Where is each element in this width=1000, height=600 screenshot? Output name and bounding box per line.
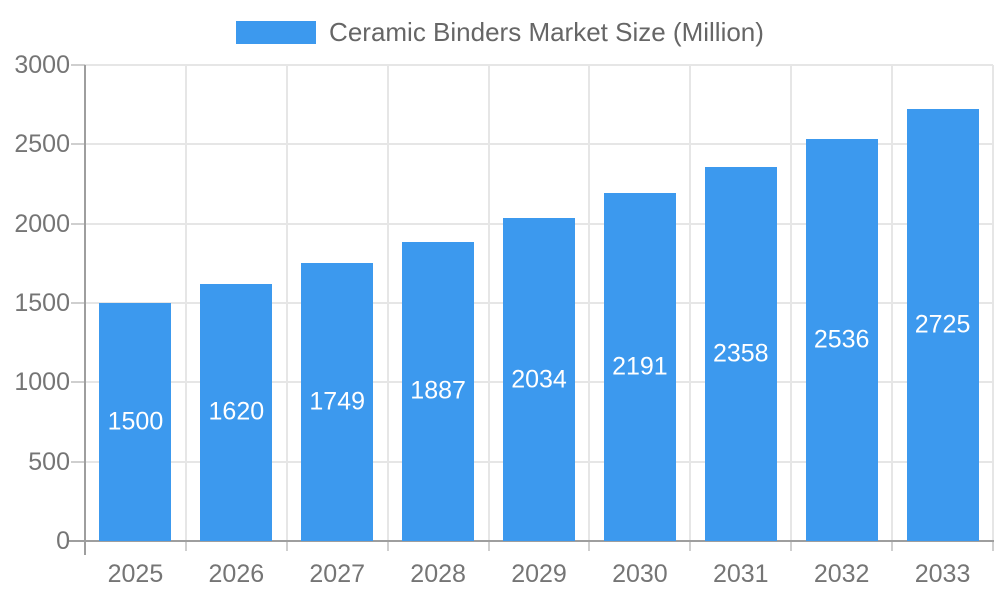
x-tick-label: 2030 — [612, 560, 668, 588]
x-tick-label: 2028 — [410, 560, 466, 588]
bar-value-label: 2191 — [612, 352, 668, 381]
x-axis-line — [68, 540, 994, 542]
x-axis-tick — [84, 541, 86, 555]
bar-value-label: 1887 — [410, 376, 466, 405]
x-axis-tick — [992, 541, 994, 551]
bar — [805, 138, 878, 541]
y-tick-label: 2500 — [14, 130, 70, 159]
y-tick-label: 0 — [56, 527, 70, 555]
y-axis-tick — [71, 222, 85, 225]
bar — [99, 303, 172, 541]
x-axis-tick — [689, 541, 692, 551]
y-tick-label: 1500 — [14, 289, 70, 317]
y-axis-line — [84, 65, 86, 541]
x-axis-tick — [487, 541, 490, 551]
x-tick-label: 2025 — [107, 560, 164, 588]
bar — [200, 283, 273, 541]
bar — [402, 241, 475, 541]
bar — [503, 218, 575, 541]
x-axis-tick — [891, 541, 894, 551]
bar — [603, 193, 676, 541]
y-tick-label: 3000 — [14, 51, 70, 79]
bar — [301, 263, 374, 541]
x-tick-label: 2032 — [813, 560, 870, 588]
x-tick-label: 2031 — [712, 560, 769, 588]
bar-value-label: 1500 — [107, 407, 164, 436]
bar-value-label: 1620 — [208, 397, 265, 426]
bar — [704, 166, 777, 541]
y-axis-tick — [71, 64, 85, 66]
x-tick-label: 2027 — [309, 560, 366, 588]
bar — [906, 108, 979, 541]
y-axis-tick — [71, 381, 85, 384]
x-tick-label: 2026 — [208, 560, 265, 588]
bar-value-label: 2725 — [914, 310, 971, 339]
bar-value-label: 2034 — [511, 365, 567, 394]
bar-value-label: 2536 — [813, 325, 870, 354]
y-tick-label: 500 — [28, 447, 70, 476]
plot-area: 1500 1620 1749 1887 2034 2191 2358 2536 2725 — [68, 64, 994, 555]
y-axis-tick — [71, 460, 85, 463]
bar-value-label: 1749 — [309, 387, 366, 416]
legend-label: Ceramic Binders Market Size (Million) — [329, 17, 764, 47]
gridline-horizontal — [85, 64, 993, 66]
x-axis-tick — [285, 541, 288, 551]
x-tick-label: 2033 — [914, 560, 971, 588]
gridline-horizontal — [85, 143, 993, 146]
x-axis-tick — [184, 541, 187, 551]
y-axis-tick — [71, 143, 85, 146]
x-axis-tick — [588, 541, 591, 551]
x-axis-tick — [790, 541, 793, 551]
x-axis-tick — [386, 541, 389, 551]
y-tick-label: 1000 — [14, 368, 70, 397]
bar-value-label: 2358 — [712, 339, 769, 368]
legend: Ceramic Binders Market Size (Million) — [0, 17, 1000, 48]
gridline-vertical — [992, 65, 994, 541]
y-tick-label: 2000 — [14, 209, 70, 238]
y-axis-tick — [71, 302, 85, 304]
x-tick-label: 2029 — [511, 560, 567, 588]
legend-swatch — [236, 21, 317, 44]
